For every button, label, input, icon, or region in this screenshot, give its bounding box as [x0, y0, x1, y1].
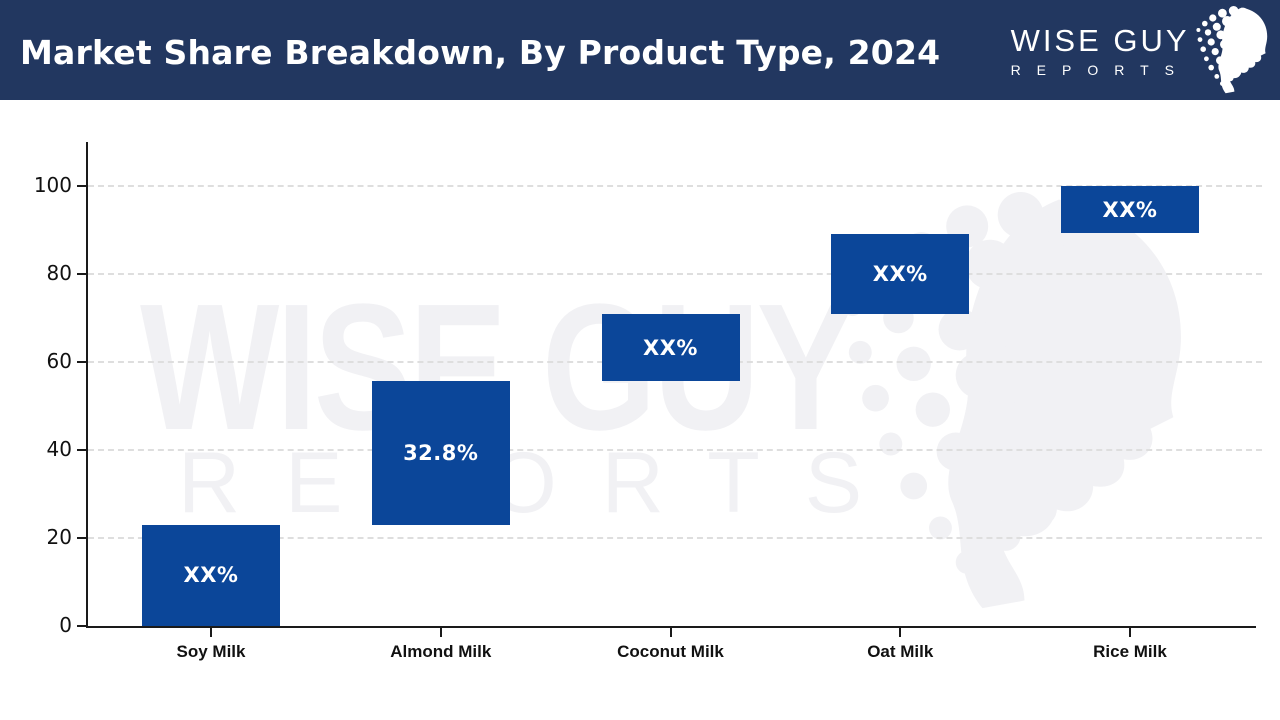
y-axis	[86, 142, 88, 628]
x-tick	[899, 628, 902, 637]
waterfall-chart: 0 20 40 60 80 100 XX% 32.8% XX% XX% XX% Soy Milk Alm…	[0, 100, 1280, 720]
x-axis	[86, 626, 1256, 628]
y-tick	[77, 361, 86, 363]
bar-value-label: 32.8%	[403, 441, 479, 466]
x-tick-label: Coconut Milk	[617, 642, 724, 661]
y-tick	[77, 537, 86, 539]
y-tick	[77, 273, 86, 275]
y-tick-label: 60	[46, 349, 72, 373]
bar-coconut-milk: XX%	[601, 314, 740, 381]
y-tick	[77, 185, 86, 187]
x-tick	[669, 628, 672, 637]
x-tick	[439, 628, 442, 637]
y-tick	[77, 625, 86, 627]
bar-soy-milk: XX%	[142, 524, 280, 626]
x-tick-label: Oat Milk	[867, 642, 934, 661]
bar-rice-milk: XX%	[1061, 186, 1199, 234]
bar-almond-milk: 32.8%	[371, 380, 510, 526]
x-tick	[1129, 628, 1131, 637]
page-title: Market Share Breakdown, By Product Type,…	[20, 33, 941, 72]
x-tick-label: Rice Milk	[1093, 642, 1167, 661]
y-tick-label: 100	[33, 173, 72, 197]
bar-value-label: XX%	[643, 335, 698, 360]
chart-area: WISE GUY REPORTS 0 20 40 60 80 100 XX% 32.8% XX%…	[0, 100, 1280, 720]
grid-line	[88, 273, 1262, 275]
y-tick	[77, 449, 86, 451]
header: Market Share Breakdown, By Product Type,…	[0, 0, 1280, 100]
y-tick-label: 20	[46, 525, 72, 549]
brand-logo-text: WISE GUY REPORTS	[1011, 23, 1190, 78]
grid-line	[88, 537, 1262, 539]
brand-wordmark: WISE GUY	[1010, 22, 1190, 58]
bar-value-label: XX%	[872, 261, 928, 286]
y-tick-label: 80	[46, 261, 72, 285]
x-tick-label: Soy Milk	[176, 642, 246, 661]
brand-face-icon	[1196, 6, 1268, 94]
y-tick-label: 0	[59, 613, 72, 637]
bar-value-label: XX%	[1102, 197, 1158, 222]
brand-subtitle: REPORTS	[1010, 61, 1190, 78]
grid-line	[88, 185, 1262, 187]
y-tick-label: 40	[46, 437, 72, 461]
x-tick	[210, 628, 212, 637]
bar-oat-milk: XX%	[831, 234, 970, 314]
x-tick-label: Almond Milk	[390, 642, 492, 661]
grid-line	[88, 449, 1262, 451]
brand-logo: WISE GUY REPORTS	[1011, 6, 1272, 94]
bar-value-label: XX%	[183, 563, 239, 588]
